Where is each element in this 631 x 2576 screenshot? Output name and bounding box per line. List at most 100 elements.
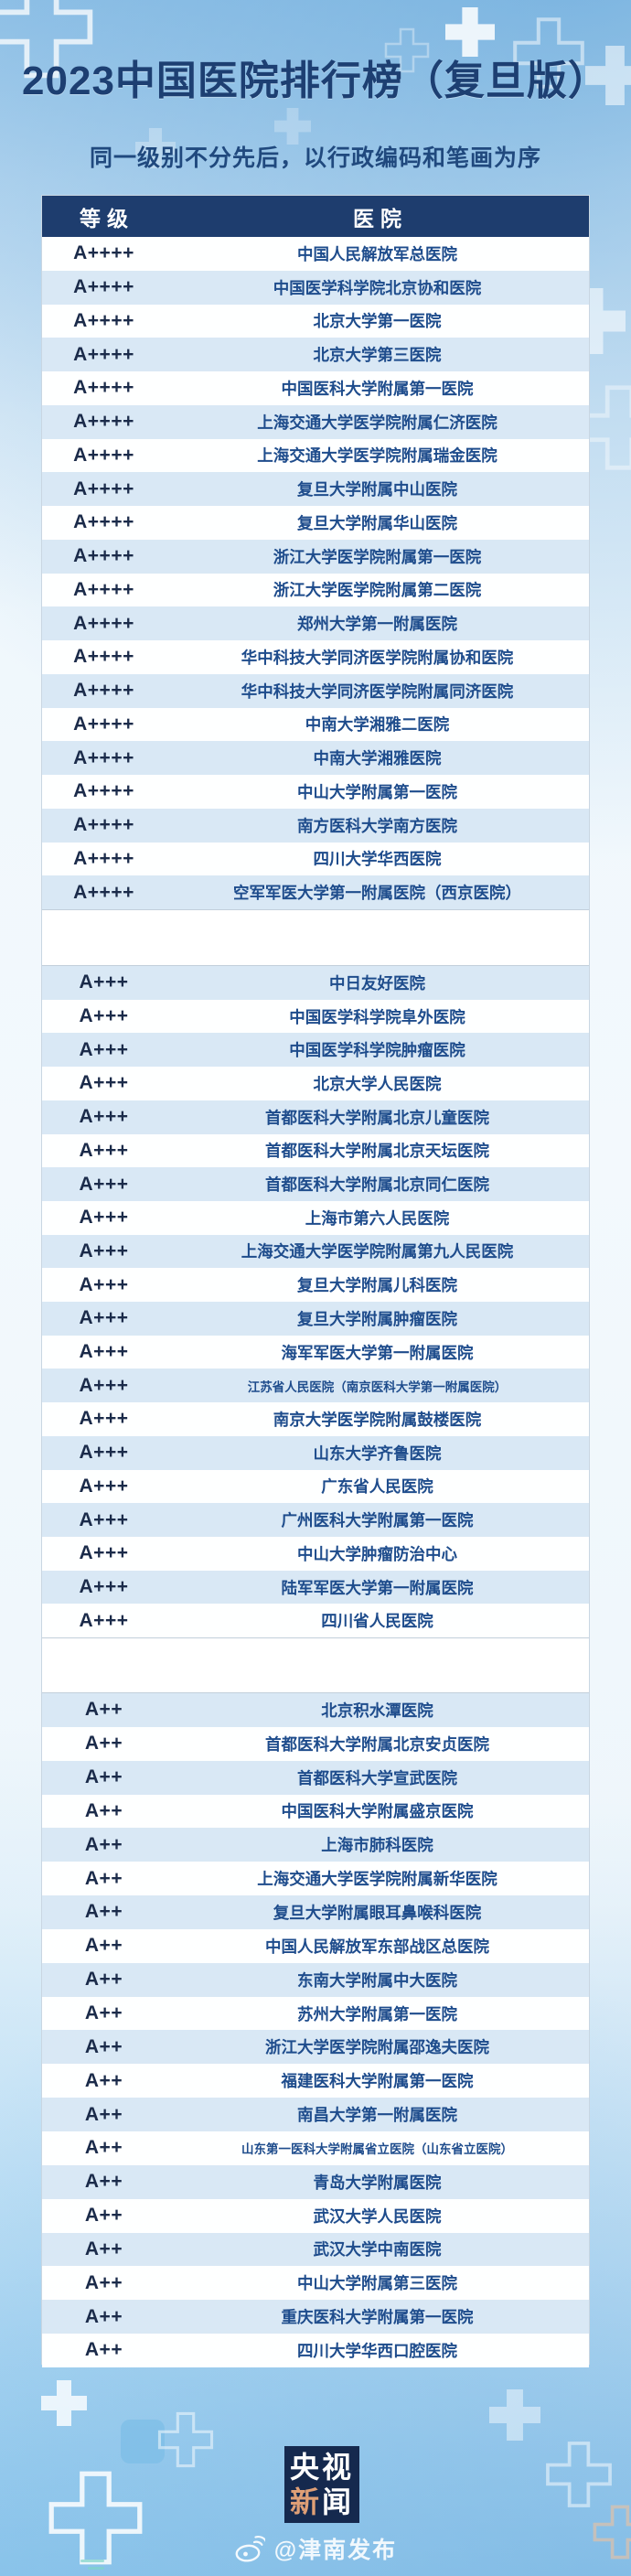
table-row: A++ 中山大学附属第三医院 <box>42 2266 589 2301</box>
grade-cell: A++++ <box>73 578 134 600</box>
hospital-cell: 上海交通大学医学院附属第九人民医院 <box>241 1242 514 1261</box>
hospital-cell: 中国人民解放军东部战区总医院 <box>265 1937 489 1956</box>
hospital-cell: 华中科技大学同济医学院附属协和医院 <box>241 648 514 667</box>
table-row: A++++ 中南大学湘雅二医院 <box>42 707 589 742</box>
hospital-cell: 山东大学齐鲁医院 <box>313 1444 442 1463</box>
hospital-cell: 广东省人民医院 <box>321 1477 433 1497</box>
logo-char-xin: 新 <box>289 2485 322 2518</box>
grade-cell: A++++ <box>73 881 134 903</box>
table-row: A++ 南昌大学第一附属医院 <box>42 2098 589 2131</box>
hospital-cell: 中山大学肿瘤防治中心 <box>297 1544 457 1563</box>
cross-icon <box>274 108 311 145</box>
table-row: A+++ 广东省人民医院 <box>42 1469 589 1504</box>
table-row: A+++ 中日友好医院 <box>42 966 589 1000</box>
hospital-cell: 广州医科大学附属第一医院 <box>281 1511 474 1530</box>
grade-cell: A+++ <box>79 1475 129 1497</box>
table-row: A+++ 南京大学医学院附属鼓楼医院 <box>42 1402 589 1436</box>
hospital-cell: 首都医科大学附属北京安贞医院 <box>265 1734 489 1754</box>
hospital-cell: 上海市肺科医院 <box>321 1836 433 1855</box>
table-row: A++ 武汉大学人民医院 <box>42 2198 589 2233</box>
cross-outline-icon <box>0 0 93 79</box>
hospital-cell: 空军军医大学第一附属医院（西京医院） <box>233 884 521 903</box>
grade-cell: A++ <box>84 1935 123 1957</box>
grade-cell: A+++ <box>79 1207 129 1229</box>
grade-cell: A++++ <box>73 545 134 567</box>
cross-outline-icon <box>593 2505 631 2560</box>
grade-cell: A+++ <box>79 1106 129 1128</box>
grade-cell: A++++ <box>73 444 134 466</box>
table-row: A+++ 海军军医大学第一附属医院 <box>42 1335 589 1369</box>
grade-cell: A++ <box>84 2069 123 2091</box>
grade-cell: A+++ <box>79 971 129 993</box>
table-row: A++ 中国医科大学附属盛京医院 <box>42 1794 589 1829</box>
grade-cell: A++ <box>84 1799 123 1821</box>
hospital-cell: 南昌大学第一附属医院 <box>297 2106 457 2125</box>
table-row: A++++ 中国医学科学院北京协和医院 <box>42 270 589 305</box>
hospital-cell: 苏州大学附属第一医院 <box>297 2004 457 2023</box>
grade-section-a4plus: A++++ 中国人民解放军总医院 A++++ 中国医学科学院北京协和医院 A++++ 北京… <box>42 237 589 909</box>
grade-cell: A++++ <box>73 713 134 735</box>
grade-cell: A++ <box>84 2339 123 2361</box>
table-row: A+++ 四川省人民医院 <box>42 1604 589 1638</box>
table-row: A++++ 浙江大学医学院附属第二医院 <box>42 573 589 607</box>
hospital-cell: 上海交通大学医学院附属新华医院 <box>257 1870 497 1889</box>
grade-cell: A++++ <box>73 276 134 298</box>
table-row: A++ 福建医科大学附属第一医院 <box>42 2064 589 2098</box>
hospital-cell: 中国人民解放军总医院 <box>297 244 457 263</box>
hospital-cell: 中山大学附属第一医院 <box>297 782 457 801</box>
grade-cell: A++++ <box>73 746 134 768</box>
grade-cell: A+++ <box>79 1005 129 1027</box>
table-row: A++ 上海交通大学医学院附属新华医院 <box>42 1862 589 1896</box>
hospital-cell: 中山大学附属第三医院 <box>297 2274 457 2293</box>
grade-cell: A++++ <box>73 612 134 634</box>
table-row: A++++ 复旦大学附属华山医院 <box>42 506 589 540</box>
grade-cell: A++ <box>84 1699 123 1721</box>
logo-char-wen: 闻 <box>322 2485 355 2518</box>
table-row: A++++ 上海交通大学医学院附属仁济医院 <box>42 404 589 439</box>
table-row: A+++ 江苏省人民医院（南京医科大学第一附属医院） <box>42 1368 589 1403</box>
hospital-cell: 上海交通大学医学院附属瑞金医院 <box>257 446 497 466</box>
hospital-cell: 中南大学湘雅二医院 <box>305 715 450 735</box>
grade-cell: A++ <box>84 1733 123 1755</box>
table-row: A++ 北京积水潭医院 <box>42 1693 589 1727</box>
hospital-cell: 中国医学科学院阜外医院 <box>289 1007 465 1026</box>
grade-section-a2plus: A++ 北京积水潭医院 A++ 首都医科大学附属北京安贞医院 A++ 首都医科大学宣武医院… <box>42 1693 589 2367</box>
table-row: A+++ 复旦大学附属肿瘤医院 <box>42 1302 589 1336</box>
grade-cell: A++ <box>84 1969 123 1991</box>
cross-outline-icon <box>157 2411 214 2468</box>
table-row: A++ 苏州大学附属第一医院 <box>42 1996 589 2031</box>
hospital-cell: 复旦大学附属中山医院 <box>297 480 457 499</box>
hospital-cell: 复旦大学附属肿瘤医院 <box>297 1309 457 1328</box>
table-row: A++ 复旦大学附属眼耳鼻喉科医院 <box>42 1895 589 1929</box>
hospital-cell: 首都医科大学附属北京天坛医院 <box>265 1142 489 1161</box>
table-row: A+++ 上海市第六人民医院 <box>42 1200 589 1235</box>
table-row: A++ 中国人民解放军东部战区总医院 <box>42 1928 589 1963</box>
grade-cell: A++ <box>84 2238 123 2259</box>
table-row: A++ 浙江大学医学院附属邵逸夫医院 <box>42 2030 589 2065</box>
hospital-cell: 武汉大学中南医院 <box>313 2240 442 2259</box>
grade-cell: A++++ <box>73 478 134 499</box>
grade-cell: A++ <box>84 2002 123 2024</box>
grade-cell: A+++ <box>79 1576 129 1597</box>
hospital-cell: 海军军医大学第一附属医院 <box>281 1343 474 1362</box>
grade-cell: A++ <box>84 1833 123 1855</box>
table-row: A+++ 中国医学科学院阜外医院 <box>42 999 589 1034</box>
table-row: A++++ 北京大学第一医院 <box>42 304 589 338</box>
table-row: A++++ 华中科技大学同济医学院附属协和医院 <box>42 640 589 674</box>
hospital-cell: 华中科技大学同济医学院附属同济医院 <box>241 682 514 701</box>
hospital-cell: 首都医科大学附属北京同仁医院 <box>265 1175 489 1195</box>
grade-cell: A++ <box>84 2035 123 2057</box>
table-row: A++ 首都医科大学宣武医院 <box>42 1760 589 1795</box>
grade-cell: A+++ <box>79 1374 129 1396</box>
grade-cell: A++++ <box>73 377 134 399</box>
hospital-cell: 南方医科大学南方医院 <box>297 816 457 835</box>
grade-cell: A++++ <box>73 242 134 264</box>
cross-outline-icon <box>48 2471 143 2565</box>
table-row: A+++ 广州医科大学附属第一医院 <box>42 1503 589 1537</box>
grade-cell: A++++ <box>73 309 134 331</box>
table-row: A+++ 首都医科大学附属北京儿童医院 <box>42 1100 589 1134</box>
hospital-cell: 山东第一医科大学附属省立医院（山东省立医院） <box>241 2142 513 2157</box>
cross-icon <box>41 2380 87 2426</box>
grade-cell: A++++ <box>73 847 134 869</box>
grade-cell: A++ <box>84 2103 123 2125</box>
